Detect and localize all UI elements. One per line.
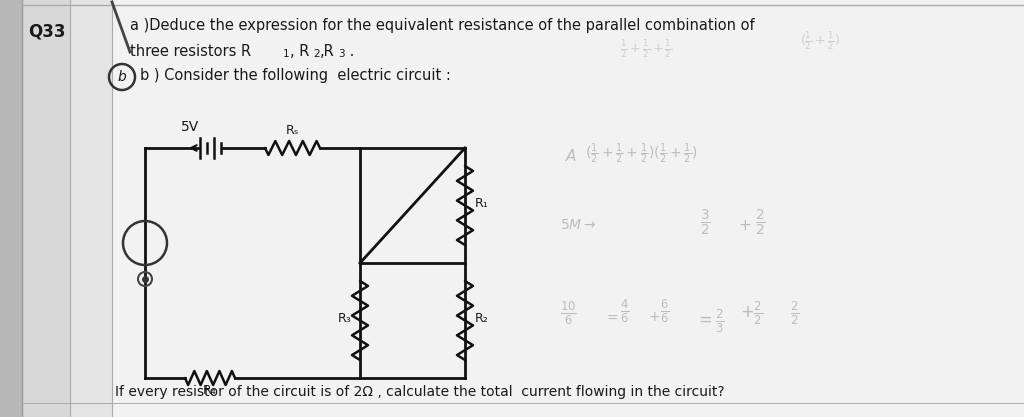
Text: 3: 3 <box>338 49 345 59</box>
Text: ,R: ,R <box>319 44 335 59</box>
Text: Q33: Q33 <box>28 22 66 40</box>
Text: R₃: R₃ <box>338 312 352 325</box>
Text: b ) Consider the following  electric circuit :: b ) Consider the following electric circ… <box>140 68 451 83</box>
Text: 5V: 5V <box>181 120 199 134</box>
Text: $\frac{3}{2}$: $\frac{3}{2}$ <box>700 208 711 238</box>
Text: $+$: $+$ <box>738 218 752 233</box>
Text: 1: 1 <box>283 49 290 59</box>
Text: $=\frac{2}{3}$: $=\frac{2}{3}$ <box>695 308 725 335</box>
Text: R₂: R₂ <box>475 312 488 325</box>
Text: $+\frac{2}{2}$: $+\frac{2}{2}$ <box>740 300 763 327</box>
Text: R₁: R₁ <box>475 197 488 210</box>
Text: $\frac{4}{6}$: $\frac{4}{6}$ <box>620 298 630 325</box>
Text: $+$: $+$ <box>648 310 660 324</box>
FancyBboxPatch shape <box>22 0 1024 417</box>
FancyBboxPatch shape <box>70 0 112 417</box>
Text: If every resistor of the circuit is of 2Ω , calculate the total  current flowing: If every resistor of the circuit is of 2… <box>115 385 725 399</box>
Text: $\frac{2}{2}$: $\frac{2}{2}$ <box>790 300 800 327</box>
Text: $\frac{6}{6}$: $\frac{6}{6}$ <box>660 298 670 325</box>
Text: $\frac{2}{2}$: $\frac{2}{2}$ <box>755 208 766 238</box>
Text: a )Deduce the expression for the equivalent resistance of the parallel combinati: a )Deduce the expression for the equival… <box>130 18 755 33</box>
FancyBboxPatch shape <box>22 0 70 417</box>
Text: b: b <box>118 70 127 84</box>
Text: Rₛ: Rₛ <box>286 124 299 137</box>
Text: .: . <box>345 44 354 59</box>
Text: three resistors R: three resistors R <box>130 44 251 59</box>
Text: R₄: R₄ <box>203 384 217 397</box>
Text: $5M{\rightarrow}$: $5M{\rightarrow}$ <box>560 218 596 232</box>
Text: $=$: $=$ <box>604 310 618 324</box>
Text: $\frac{1}{2}+\frac{1}{2}+\frac{1}{2}$: $\frac{1}{2}+\frac{1}{2}+\frac{1}{2}$ <box>620 38 673 60</box>
Text: $(\frac{1}{2}+\frac{1}{2}+\frac{1}{2})(\frac{1}{2}+\frac{1}{2})$: $(\frac{1}{2}+\frac{1}{2}+\frac{1}{2})(\… <box>585 142 698 166</box>
Text: $A$: $A$ <box>565 148 578 164</box>
Text: $\frac{10}{6}$: $\frac{10}{6}$ <box>560 300 577 327</box>
Text: , R: , R <box>290 44 309 59</box>
Text: 2: 2 <box>313 49 319 59</box>
Text: $(\frac{1}{2}+\frac{1}{2})$: $(\frac{1}{2}+\frac{1}{2})$ <box>800 30 841 52</box>
